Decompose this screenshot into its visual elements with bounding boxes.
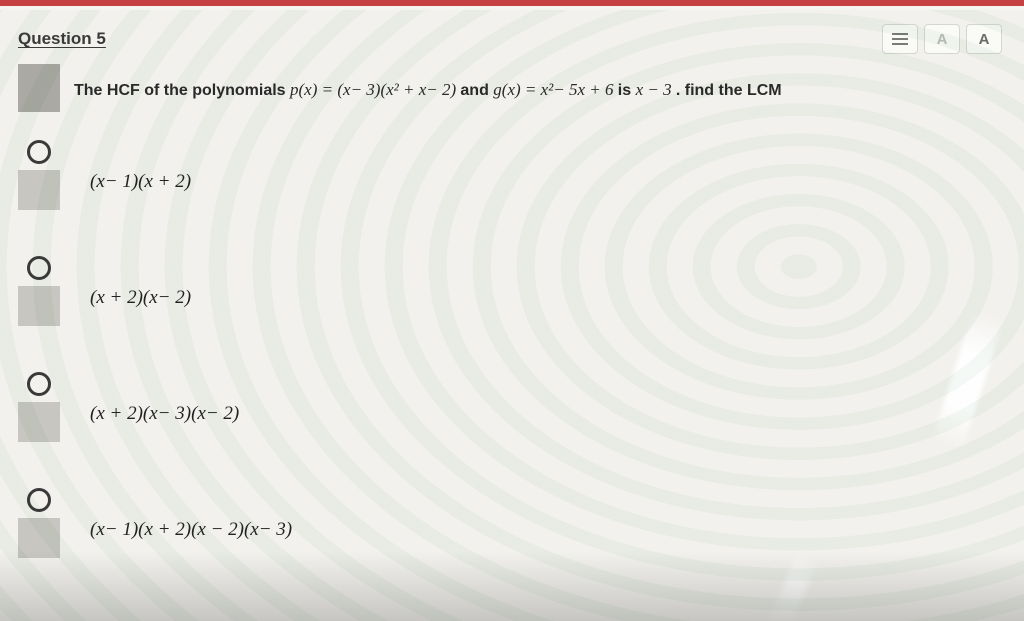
stem-p-rhs: (x− 3)(x² + x− 2) <box>337 80 456 99</box>
screen-glare <box>767 550 820 621</box>
option-drag-handle[interactable] <box>18 170 60 210</box>
stem-g-lhs: g(x) = <box>493 80 540 99</box>
stem-p-lhs: p(x) = <box>290 80 337 99</box>
stem-suffix: . find the LCM <box>676 82 782 99</box>
question-header: Question 5 A A <box>18 24 1006 54</box>
option-c-text: (x + 2)(x− 3)(x− 2) <box>90 389 239 425</box>
option-drag-handle[interactable] <box>18 286 60 326</box>
stem-mid: and <box>460 82 493 99</box>
lines-menu-button[interactable] <box>882 24 918 54</box>
radio-icon[interactable] <box>27 488 51 512</box>
question-title: Question 5 <box>18 29 106 49</box>
option-a-radio-wrap <box>18 140 60 210</box>
radio-icon[interactable] <box>27 140 51 164</box>
option-b-text: (x + 2)(x− 2) <box>90 273 191 309</box>
option-drag-handle[interactable] <box>18 518 60 558</box>
menu-lines-icon <box>892 33 908 45</box>
radio-icon[interactable] <box>27 256 51 280</box>
option-b[interactable]: (x + 2)(x− 2) <box>18 256 1006 326</box>
answer-options: (x− 1)(x + 2) (x + 2)(x− 2) (x + 2)(x− 3… <box>18 140 1006 558</box>
question-page: Question 5 A A The HCF of the polynomial… <box>0 10 1024 621</box>
radio-icon[interactable] <box>27 372 51 396</box>
option-d[interactable]: (x− 1)(x + 2)(x − 2)(x− 3) <box>18 488 1006 558</box>
bottom-vignette <box>0 551 1024 621</box>
option-c-radio-wrap <box>18 372 60 442</box>
option-c[interactable]: (x + 2)(x− 3)(x− 2) <box>18 372 1006 442</box>
option-a-text: (x− 1)(x + 2) <box>90 157 191 193</box>
question-body: The HCF of the polynomials p(x) = (x− 3)… <box>18 64 1006 112</box>
question-drag-handle[interactable] <box>18 64 60 112</box>
toolbar: A A <box>882 24 1002 54</box>
question-stem: The HCF of the polynomials p(x) = (x− 3)… <box>74 64 782 103</box>
stem-prefix: The HCF of the polynomials <box>74 82 290 99</box>
font-size-small-button[interactable]: A <box>924 24 960 54</box>
stem-hcf: x − 3 <box>636 80 672 99</box>
option-b-radio-wrap <box>18 256 60 326</box>
accent-topbar <box>0 0 1024 6</box>
option-drag-handle[interactable] <box>18 402 60 442</box>
option-d-radio-wrap <box>18 488 60 558</box>
option-d-text: (x− 1)(x + 2)(x − 2)(x− 3) <box>90 505 292 541</box>
font-size-large-button[interactable]: A <box>966 24 1002 54</box>
stem-is: is <box>618 82 636 99</box>
stem-g-rhs: x²− 5x + 6 <box>541 80 614 99</box>
option-a[interactable]: (x− 1)(x + 2) <box>18 140 1006 210</box>
